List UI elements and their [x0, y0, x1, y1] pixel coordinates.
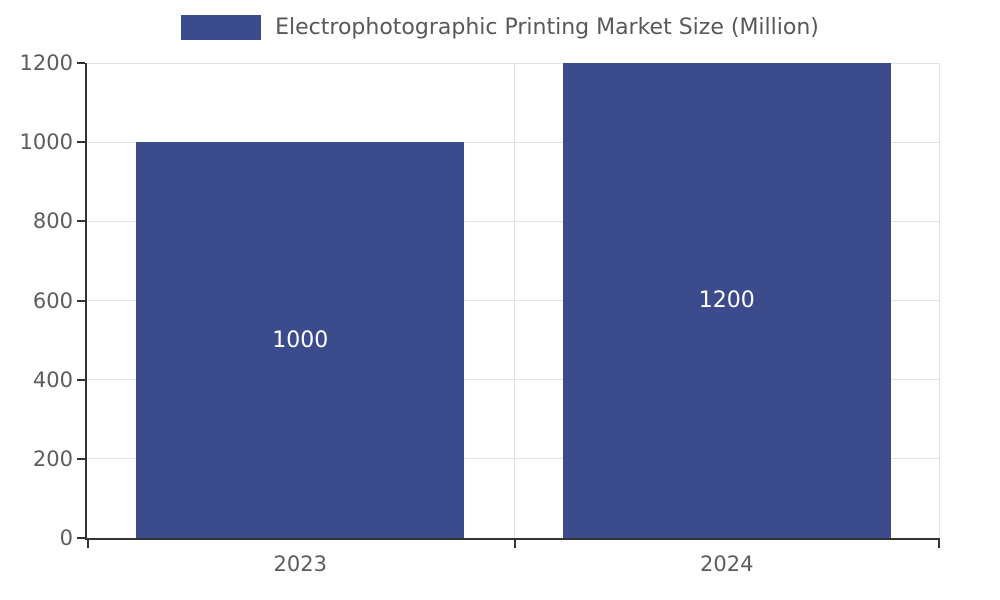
legend-label: Electrophotographic Printing Market Size…	[275, 15, 819, 40]
bar: 1000	[136, 142, 465, 538]
category-boundary-line	[513, 63, 515, 538]
legend: Electrophotographic Printing Market Size…	[0, 15, 1000, 40]
y-tick-label: 1200	[19, 51, 73, 75]
bar-value-label: 1200	[698, 288, 755, 313]
legend-swatch	[181, 15, 262, 40]
y-tick-label: 200	[32, 446, 73, 471]
bar-value-label: 1000	[272, 327, 329, 353]
x-tick-label: 2023	[273, 552, 327, 576]
x-tick-mark	[513, 540, 516, 548]
x-tick-mark	[938, 540, 940, 548]
y-tick-mark	[77, 457, 85, 460]
y-tick-label: 600	[32, 288, 73, 313]
category-boundary-line	[939, 63, 940, 538]
y-tick-label: 0	[59, 526, 73, 550]
y-tick-mark	[77, 62, 85, 64]
y-tick-label: 1000	[19, 130, 73, 155]
y-tick-mark	[77, 378, 85, 381]
x-tick-label: 2024	[700, 552, 754, 576]
y-tick-label: 400	[32, 367, 73, 392]
x-tick-mark	[87, 540, 89, 548]
plot-area: 0 200 400 600 800 1000 1200 1000 2023 1200 2024	[20, 51, 940, 576]
y-tick-label: 800	[32, 209, 73, 234]
y-tick-mark	[77, 299, 85, 302]
y-tick-mark	[77, 220, 85, 223]
y-tick-mark	[77, 537, 85, 539]
y-tick-mark	[77, 141, 85, 144]
bar: 1200	[562, 63, 891, 538]
